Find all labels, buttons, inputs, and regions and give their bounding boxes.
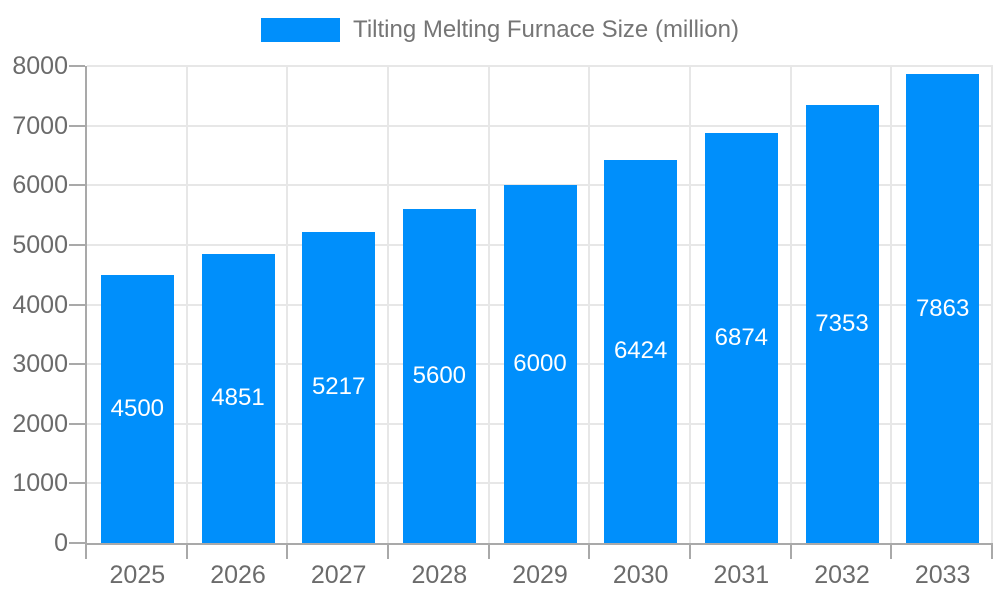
gridline-vertical [588, 66, 591, 543]
gridline-vertical [689, 66, 691, 543]
y-axis-tick-label: 7000 [12, 111, 68, 140]
bar-value-label: 7353 [815, 309, 869, 337]
y-tick-mark [69, 303, 85, 306]
x-axis-tick-label: 2031 [713, 561, 770, 589]
bar-value-label: 4851 [211, 384, 265, 412]
bar-2027[interactable]: 5217 [302, 231, 376, 543]
y-axis-tick-label: 5000 [12, 230, 68, 259]
y-tick-mark [69, 124, 85, 127]
bar-value-label: 7863 [915, 294, 970, 322]
gridline-vertical [991, 66, 993, 543]
gridline-vertical [487, 66, 490, 543]
y-axis-tick-label: 1000 [12, 469, 68, 498]
x-tick-mark [487, 543, 490, 559]
bar-2032[interactable]: 7353 [805, 104, 879, 543]
gridline-vertical [890, 66, 893, 543]
bar-2031[interactable]: 6874 [704, 133, 778, 543]
y-axis-tick-label: 3000 [12, 350, 68, 379]
bar-2029[interactable]: 6000 [503, 185, 577, 543]
x-axis-tick-label: 2028 [411, 561, 468, 589]
x-tick-mark [387, 543, 389, 559]
x-tick-mark [789, 543, 792, 559]
x-tick-mark [588, 543, 591, 559]
y-axis-tick-label: 8000 [12, 52, 68, 80]
x-tick-mark [890, 543, 893, 559]
x-tick-mark [185, 543, 188, 559]
y-tick-mark [69, 542, 85, 544]
y-tick-mark [69, 243, 85, 246]
legend-swatch-icon [261, 18, 341, 42]
bar-value-label: 4500 [110, 394, 165, 422]
y-tick-mark [69, 184, 85, 187]
gridline-horizontal [87, 124, 993, 127]
bar-value-label: 6424 [613, 337, 668, 365]
y-axis-tick-label: 6000 [12, 171, 68, 200]
y-tick-mark [69, 363, 85, 366]
y-tick-mark [69, 422, 85, 425]
y-axis-tick-label: 4000 [12, 290, 68, 319]
y-axis-line [85, 66, 87, 543]
x-axis-tick-label: 2029 [512, 561, 568, 589]
bar-value-label: 6000 [513, 350, 567, 378]
x-tick-mark [991, 543, 993, 559]
x-axis-tick-label: 2027 [310, 561, 367, 589]
bar-2030[interactable]: 6424 [604, 159, 678, 543]
x-axis-tick-label: 2026 [210, 561, 266, 589]
legend-label: Tilting Melting Furnace Size (million) [353, 16, 739, 43]
bar-2025[interactable]: 4500 [100, 274, 174, 543]
legend: Tilting Melting Furnace Size (million) [0, 16, 1000, 44]
x-axis-line [85, 543, 993, 545]
gridline-vertical [286, 66, 289, 543]
bar-value-label: 5217 [311, 373, 366, 401]
y-axis-tick-label: 0 [54, 529, 68, 557]
y-tick-mark [69, 482, 85, 485]
gridline-vertical [387, 66, 389, 543]
bar-2028[interactable]: 5600 [402, 209, 476, 543]
y-axis-tick-label: 2000 [12, 409, 68, 438]
x-tick-mark [689, 543, 691, 559]
gridline-horizontal [87, 65, 993, 67]
y-tick-mark [69, 65, 85, 67]
bar-2026[interactable]: 4851 [201, 253, 275, 543]
x-tick-mark [286, 543, 289, 559]
gridline-vertical [185, 66, 188, 543]
x-tick-mark [85, 543, 87, 559]
x-axis-tick-label: 2030 [612, 561, 669, 589]
bar-2033[interactable]: 7863 [906, 74, 980, 543]
x-axis-tick-label: 2033 [914, 561, 971, 589]
bar-value-label: 5600 [412, 362, 467, 390]
legend-item[interactable]: Tilting Melting Furnace Size (million) [261, 16, 739, 44]
gridline-vertical [789, 66, 792, 543]
bar-value-label: 6874 [714, 324, 769, 352]
x-axis-tick-label: 2025 [109, 561, 166, 589]
x-axis-tick-label: 2032 [814, 561, 870, 589]
